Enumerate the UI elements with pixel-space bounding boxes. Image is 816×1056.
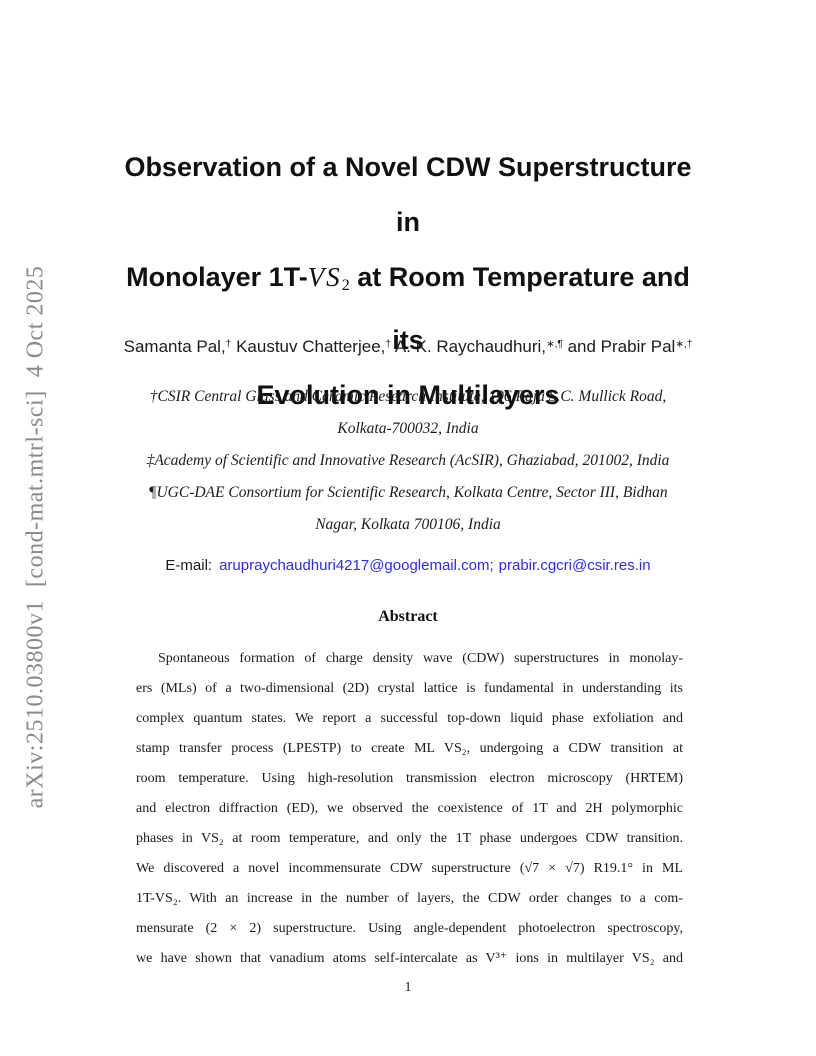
email-separator: ;: [489, 557, 494, 574]
email-label: E-mail:: [165, 557, 213, 574]
affiliation-line: ¶UGC-DAE Consortium for Scientific Resea…: [148, 484, 668, 501]
abstract-line: ers (MLs) of a two-dimensional (2D) crys…: [136, 681, 683, 696]
abstract-text: Spontaneous formation of charge density …: [136, 644, 683, 974]
affiliations-block: †CSIR Central Glass and Ceramic Research…: [100, 381, 716, 541]
affiliation-line: †CSIR Central Glass and Ceramic Research…: [149, 388, 667, 405]
affiliation-line: ‡Academy of Scientific and Innovative Re…: [146, 452, 670, 469]
abstract-line: and electron diffraction (ED), we observ…: [136, 801, 683, 816]
email-link-2[interactable]: prabir.cgcri@csir.res.in: [498, 557, 651, 574]
author-line: Samanta Pal,† Kaustuv Chatterjee,† A. K.…: [123, 337, 693, 357]
title-line-2: Monolayer 1T-VS2 at Room Temperature and…: [126, 262, 690, 356]
affiliation-line: Kolkata-700032, India: [337, 420, 479, 437]
abstract-line: we have shown that vanadium atoms self-i…: [136, 951, 683, 966]
abstract-line: We discovered a novel incommensurate CDW…: [136, 861, 683, 876]
title-line-3: Evolution in Multilayers: [256, 380, 560, 411]
email-link-1[interactable]: arupraychaudhuri4217@googlemail.com: [219, 557, 490, 574]
abstract-line: room temperature. Using high-resolution …: [136, 771, 683, 786]
abstract-heading: Abstract: [378, 608, 438, 625]
abstract-line: Spontaneous formation of charge density …: [158, 651, 683, 666]
abstract-line: complex quantum states. We report a succ…: [136, 711, 683, 726]
abstract-line: mensurate (2 × 2) superstructure. Using …: [136, 921, 683, 936]
email-line: E-mail: arupraychaudhuri4217@googlemail.c…: [110, 554, 706, 578]
abstract-line: stamp transfer process (LPESTP) to creat…: [136, 741, 683, 756]
arxiv-identifier-stamp: arXiv:2510.03800v1 [cond-mat.mtrl-sci] 4…: [22, 265, 49, 809]
abstract-line: 1T-VS₂. With an increase in the number o…: [136, 891, 683, 906]
page-number: 1: [404, 980, 412, 995]
affiliation-line: Nagar, Kolkata 700106, India: [315, 516, 501, 533]
abstract-line: phases in VS₂ at room temperature, and o…: [136, 831, 683, 846]
paper-title: Observation of a Novel CDW Superstructur…: [110, 140, 706, 423]
title-line-1: Observation of a Novel CDW Superstructur…: [124, 152, 692, 237]
